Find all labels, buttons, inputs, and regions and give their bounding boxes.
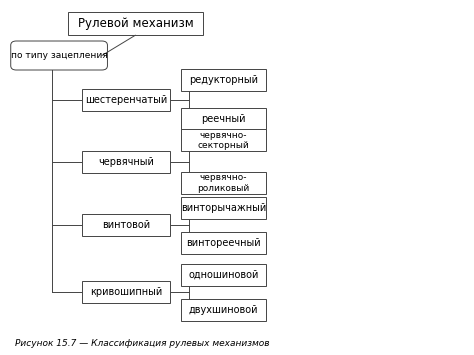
Text: кривошипный: кривошипный xyxy=(90,288,162,297)
FancyBboxPatch shape xyxy=(82,89,170,111)
Text: редукторный: редукторный xyxy=(189,75,258,85)
Text: червячно-
роликовый: червячно- роликовый xyxy=(197,173,249,192)
FancyBboxPatch shape xyxy=(11,41,108,70)
FancyBboxPatch shape xyxy=(181,172,266,194)
FancyBboxPatch shape xyxy=(181,264,266,286)
Text: Рулевой механизм: Рулевой механизм xyxy=(78,17,193,30)
Text: винторычажный: винторычажный xyxy=(181,203,266,213)
Text: червячный: червячный xyxy=(98,157,154,166)
FancyBboxPatch shape xyxy=(181,299,266,321)
FancyBboxPatch shape xyxy=(82,282,170,304)
Text: шестеренчатый: шестеренчатый xyxy=(85,95,167,105)
FancyBboxPatch shape xyxy=(181,197,266,219)
Text: двухшиновой: двухшиновой xyxy=(189,305,258,315)
Text: одношиновой: одношиновой xyxy=(188,270,259,280)
FancyBboxPatch shape xyxy=(82,151,170,173)
Text: винтореечный: винтореечный xyxy=(186,238,261,248)
FancyBboxPatch shape xyxy=(181,130,266,151)
FancyBboxPatch shape xyxy=(82,214,170,236)
FancyBboxPatch shape xyxy=(181,108,266,130)
FancyBboxPatch shape xyxy=(181,69,266,91)
FancyBboxPatch shape xyxy=(181,232,266,254)
Text: реечный: реечный xyxy=(201,114,246,124)
Text: по типу зацепления: по типу зацепления xyxy=(11,51,108,60)
Text: Рисунок 15.7 — Классификация рулевых механизмов: Рисунок 15.7 — Классификация рулевых мех… xyxy=(15,339,270,348)
FancyBboxPatch shape xyxy=(68,12,202,35)
Text: червячно-
секторный: червячно- секторный xyxy=(198,131,249,150)
Text: винтовой: винтовой xyxy=(102,220,150,230)
